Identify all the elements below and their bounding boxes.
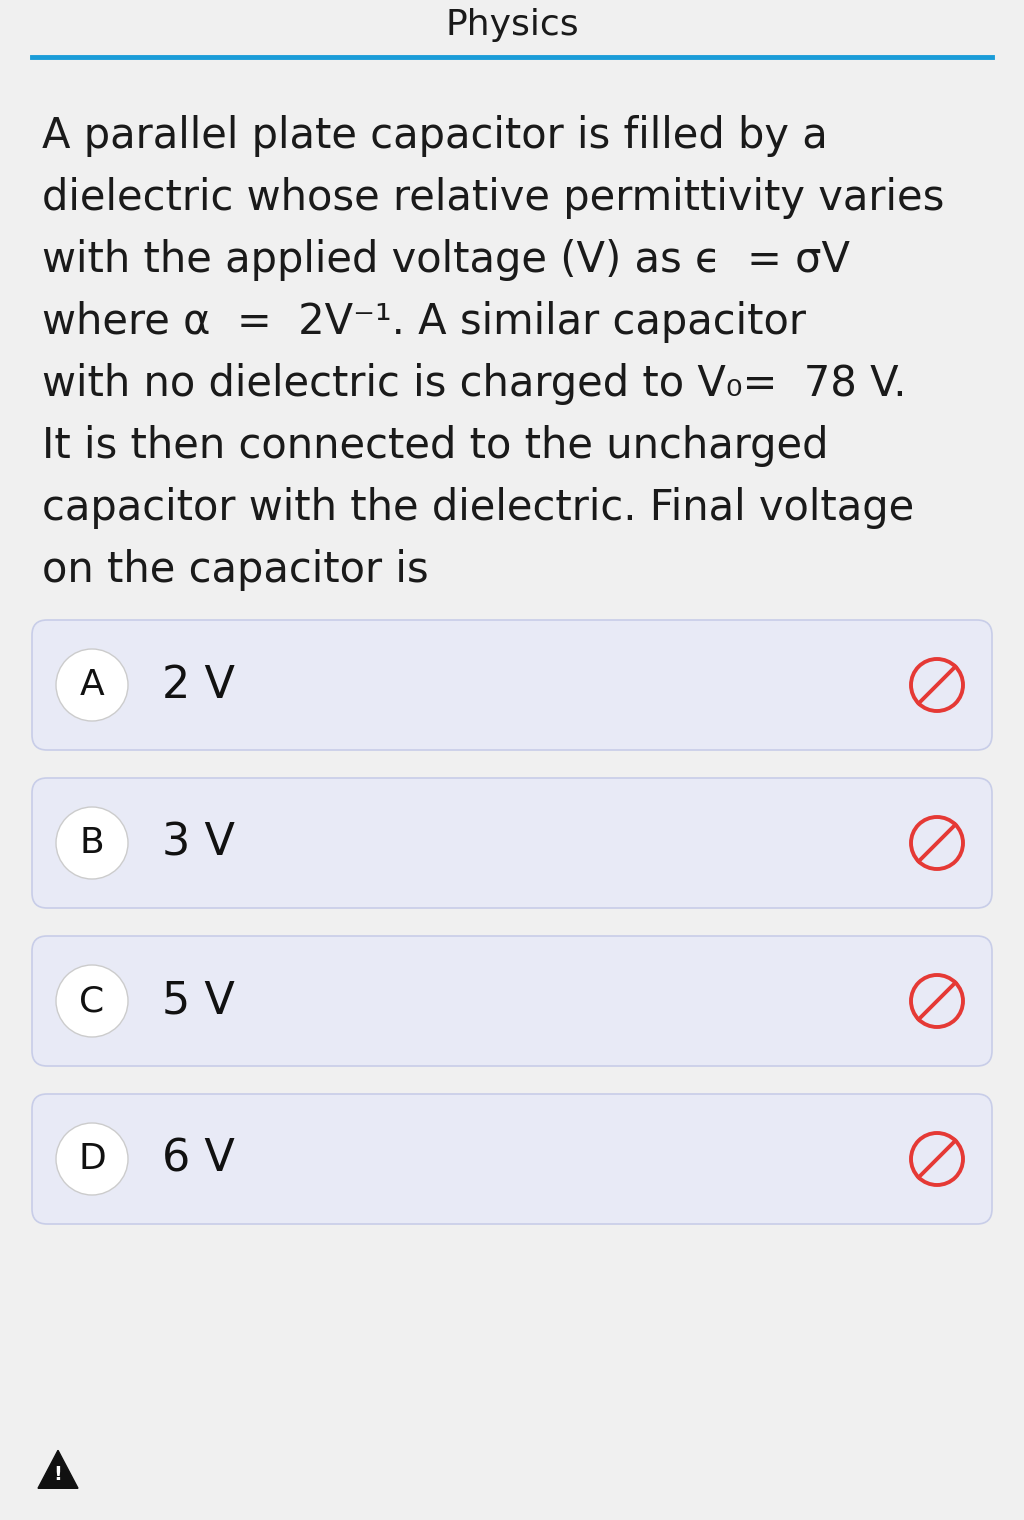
Text: Physics: Physics: [445, 8, 579, 43]
FancyBboxPatch shape: [32, 936, 992, 1066]
Circle shape: [56, 649, 128, 720]
Text: A parallel plate capacitor is filled by a: A parallel plate capacitor is filled by …: [42, 116, 827, 157]
Text: capacitor with the dielectric. Final voltage: capacitor with the dielectric. Final vol…: [42, 486, 914, 529]
Text: 6 V: 6 V: [162, 1137, 234, 1181]
Text: on the capacitor is: on the capacitor is: [42, 549, 429, 591]
FancyBboxPatch shape: [32, 778, 992, 907]
Text: 2 V: 2 V: [162, 664, 234, 707]
Circle shape: [56, 1123, 128, 1195]
Text: D: D: [78, 1142, 105, 1176]
FancyBboxPatch shape: [32, 1094, 992, 1224]
Text: 5 V: 5 V: [162, 979, 234, 1023]
Text: 3 V: 3 V: [162, 821, 234, 865]
Circle shape: [56, 965, 128, 1037]
Text: with no dielectric is charged to V₀=  78 V.: with no dielectric is charged to V₀= 78 …: [42, 363, 906, 404]
Text: It is then connected to the uncharged: It is then connected to the uncharged: [42, 426, 828, 467]
Polygon shape: [38, 1450, 78, 1488]
FancyBboxPatch shape: [32, 620, 992, 749]
Text: C: C: [80, 983, 104, 1018]
Text: B: B: [80, 825, 104, 860]
Text: with the applied voltage (V) as ϵ  = σV: with the applied voltage (V) as ϵ = σV: [42, 239, 850, 281]
Text: where α  =  2V⁻¹. A similar capacitor: where α = 2V⁻¹. A similar capacitor: [42, 301, 806, 344]
Text: A: A: [80, 667, 104, 702]
Text: !: !: [53, 1464, 62, 1484]
Text: dielectric whose relative permittivity varies: dielectric whose relative permittivity v…: [42, 176, 944, 219]
Circle shape: [56, 807, 128, 879]
